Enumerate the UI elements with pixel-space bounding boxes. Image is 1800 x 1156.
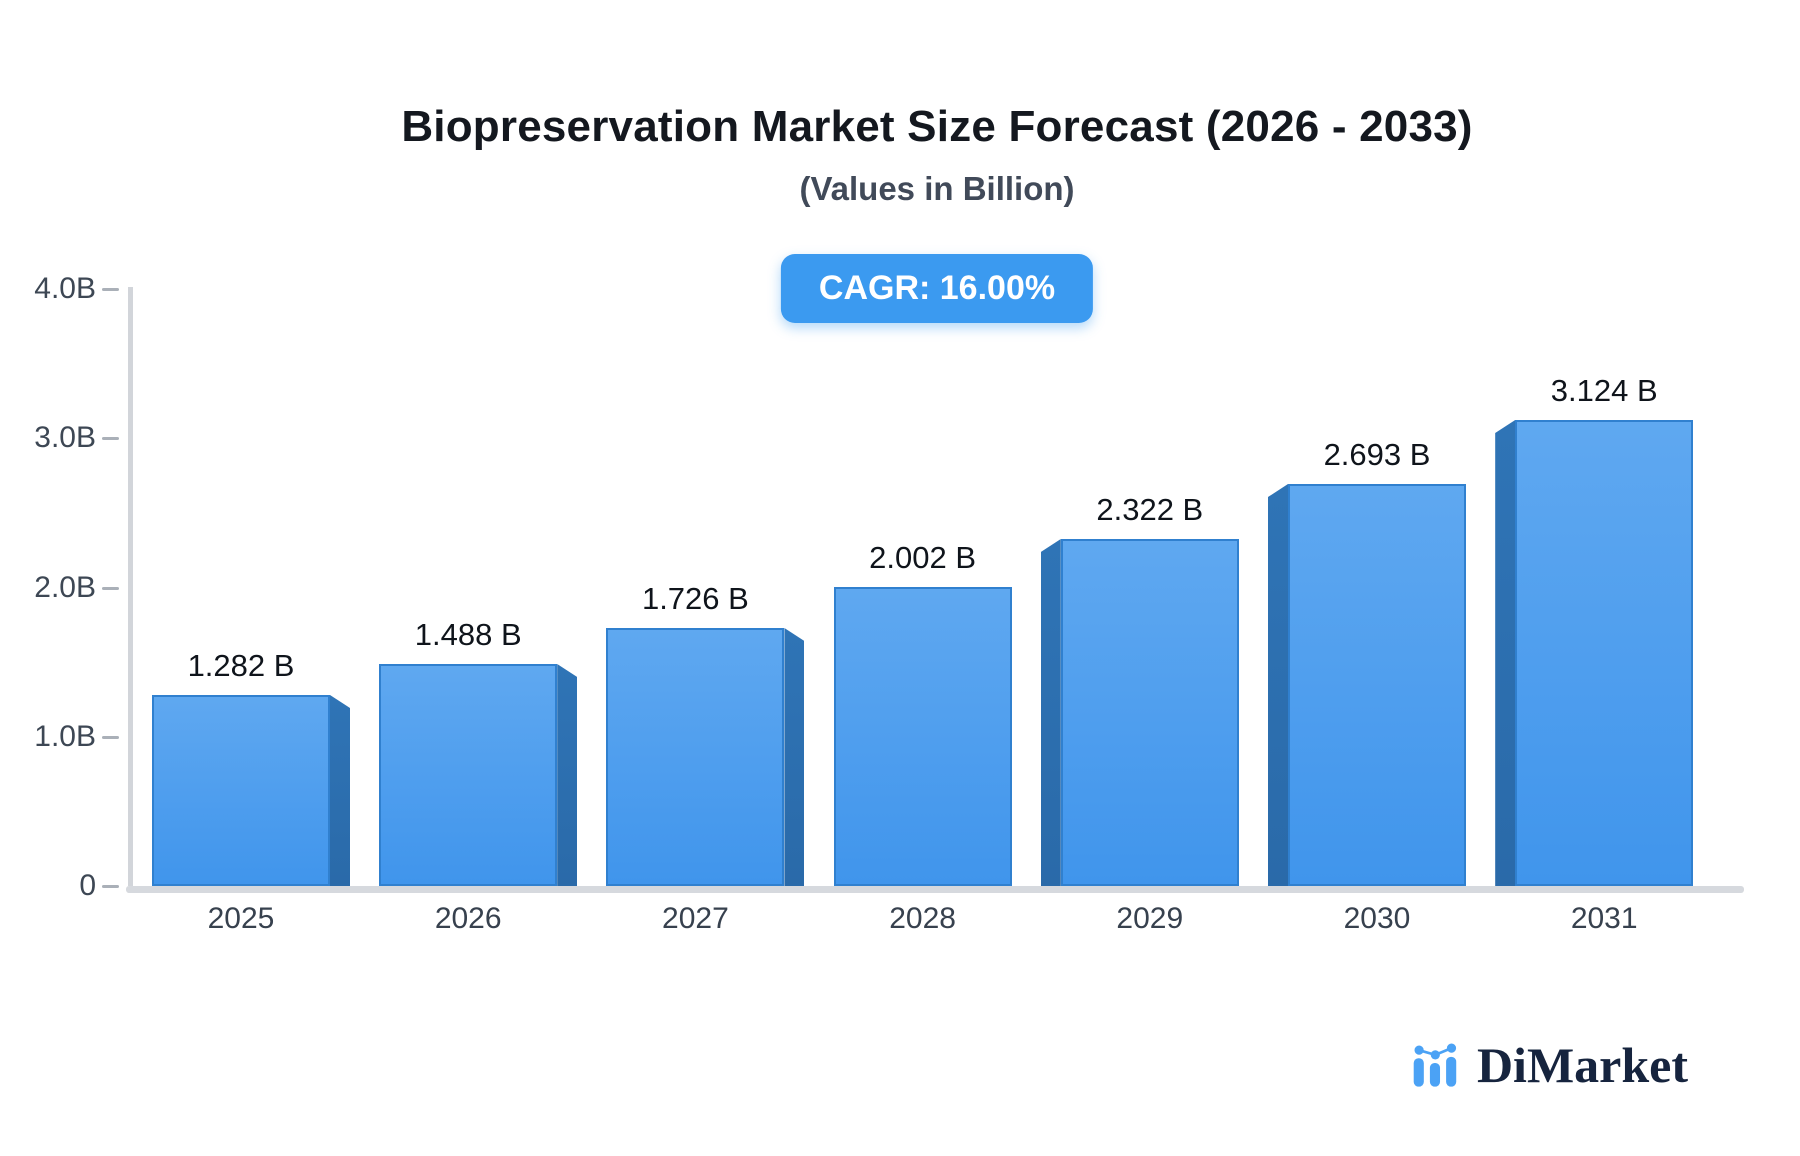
y-tick-label: 2.0B — [34, 570, 96, 604]
bar-2027 — [606, 628, 785, 886]
bar-2031 — [1515, 420, 1694, 886]
chart-title: Biopreservation Market Size Forecast (20… — [401, 102, 1473, 151]
bar-side-2025 — [330, 695, 350, 886]
bar-2026 — [379, 664, 558, 886]
x-category-label-2029: 2029 — [1116, 902, 1184, 935]
y-axis-line — [128, 287, 133, 886]
bar-2028 — [833, 587, 1012, 886]
y-tick-dash — [102, 885, 119, 888]
y-tick-dash — [102, 735, 119, 739]
logo-text: DiMarket — [1476, 1037, 1688, 1093]
bar-2025 — [152, 695, 330, 886]
y-tick-dash — [102, 586, 119, 590]
x-category-label-2031: 2031 — [1570, 902, 1638, 935]
y-tick-label: 4.0B — [34, 272, 96, 305]
x-category-label-2027: 2027 — [662, 902, 729, 935]
y-tick-dash — [102, 437, 119, 441]
bar-side-2030 — [1268, 484, 1288, 886]
dimarket-logo: DiMarket — [1411, 1040, 1688, 1090]
bar-value-label-2025: 1.282 B — [187, 648, 295, 683]
y-tick-label: 3.0B — [34, 421, 96, 455]
y-tick-label: 0 — [79, 869, 96, 902]
bar-side-2031 — [1495, 420, 1516, 886]
bar-side-2029 — [1040, 539, 1061, 886]
bar-value-label-2029: 2.322 B — [1096, 492, 1204, 527]
bar-2030 — [1288, 484, 1466, 886]
bar-2029 — [1060, 539, 1239, 886]
bar-side-2027 — [784, 628, 805, 886]
y-tick-dash — [102, 288, 119, 291]
bar-side-2026 — [557, 664, 578, 886]
x-category-label-2026: 2026 — [434, 902, 502, 935]
x-category-label-2025: 2025 — [207, 902, 275, 935]
cagr-badge: CAGR: 16.00% — [780, 254, 1094, 323]
bar-value-label-2028: 2.002 B — [869, 540, 977, 575]
bar-value-label-2026: 1.488 B — [414, 617, 522, 652]
bar-value-label-2031: 3.124 B — [1550, 373, 1658, 408]
x-category-label-2030: 2030 — [1343, 902, 1411, 935]
chart-subtitle: (Values in Billion) — [799, 170, 1075, 207]
y-tick-label: 1.0B — [34, 719, 96, 753]
bar-chart-with-trendline-icon — [1413, 1043, 1457, 1087]
bar-value-label-2030: 2.693 B — [1323, 437, 1431, 472]
x-category-label-2028: 2028 — [889, 902, 956, 935]
x-axis-baseline — [126, 886, 1744, 893]
bar-value-label-2027: 1.726 B — [641, 581, 749, 616]
